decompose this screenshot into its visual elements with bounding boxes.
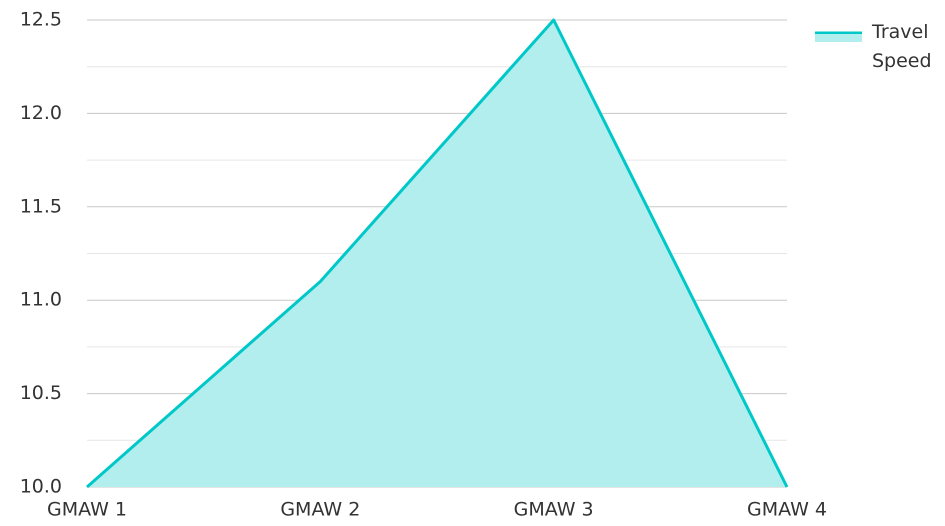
x-tick-label: GMAW 1	[47, 499, 127, 521]
x-tick-label: GMAW 3	[514, 499, 594, 521]
x-tick-label: GMAW 4	[747, 499, 827, 521]
y-tick-label: 12.0	[20, 102, 62, 124]
legend-swatch-fill	[815, 34, 862, 42]
y-tick-label: 10.0	[20, 476, 62, 498]
y-tick-label: 11.0	[20, 289, 62, 311]
x-tick-label: GMAW 2	[280, 499, 360, 521]
y-tick-label: 10.5	[20, 382, 62, 404]
area-line	[86, 18, 789, 489]
legend-label: Travel Speed	[872, 21, 932, 72]
y-tick-label: 11.5	[20, 195, 62, 217]
y-tick-label: 12.5	[20, 9, 62, 31]
